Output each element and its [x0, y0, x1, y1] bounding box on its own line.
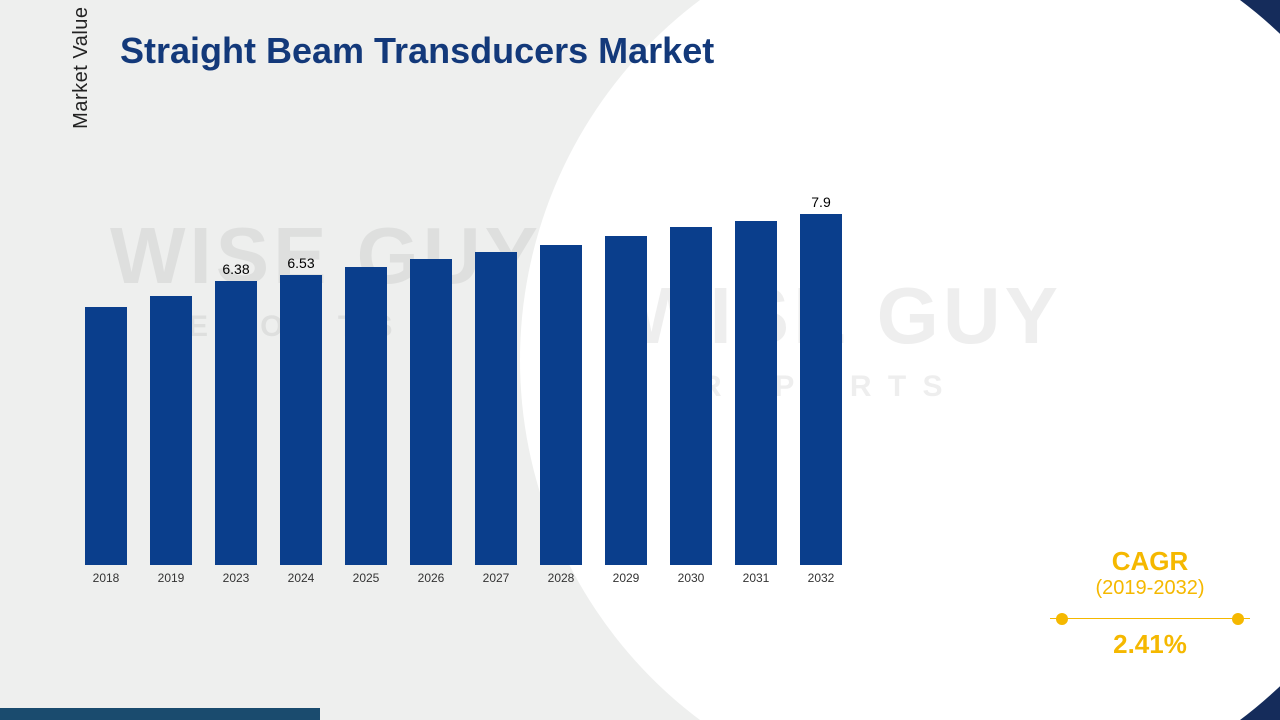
brand-logo: WISE GUY REPORTS: [956, 30, 1250, 92]
cagr-divider: [1050, 618, 1250, 619]
bar-wrap: 2026: [410, 259, 452, 565]
x-axis-label: 2032: [791, 571, 851, 585]
bars-container: 2018 2019 6.382023 6.532024 2025 2026 2027 2028…: [85, 165, 885, 565]
bar: [800, 214, 842, 565]
bar: [85, 307, 127, 565]
bar-wrap: 2025: [345, 267, 387, 565]
chart-title: Straight Beam Transducers Market: [120, 30, 714, 72]
x-axis-label: 2031: [726, 571, 786, 585]
bar: [215, 281, 257, 565]
x-axis-label: 2018: [76, 571, 136, 585]
x-axis-label: 2026: [401, 571, 461, 585]
x-axis-label: 2025: [336, 571, 396, 585]
y-axis-label: Market Value in USD Billion: [70, 0, 92, 129]
cagr-dot-right: [1232, 613, 1244, 625]
bar: [345, 267, 387, 565]
report-canvas: WISE GUY R E P O R T S WISE GUY R E P O …: [0, 0, 1280, 720]
cagr-title: CAGR: [1050, 546, 1250, 577]
cagr-dot-left: [1056, 613, 1068, 625]
bar-wrap: 7.92032: [800, 214, 842, 565]
x-axis-label: 2028: [531, 571, 591, 585]
bar-wrap: 6.382023: [215, 281, 257, 565]
x-axis-label: 2019: [141, 571, 201, 585]
bar-value-label: 7.9: [791, 194, 851, 210]
bar: [735, 221, 777, 565]
bar: [670, 227, 712, 565]
bar-value-label: 6.38: [206, 261, 266, 277]
bar-wrap: 6.532024: [280, 275, 322, 565]
cagr-range: (2019-2032): [1050, 577, 1250, 600]
x-axis-label: 2023: [206, 571, 266, 585]
bar-wrap: 2030: [670, 227, 712, 565]
bar: [280, 275, 322, 565]
cagr-box: CAGR (2019-2032) 2.41%: [1050, 546, 1250, 660]
bar-wrap: 2018: [85, 307, 127, 565]
bar-wrap: 2029: [605, 236, 647, 565]
x-axis-label: 2024: [271, 571, 331, 585]
x-axis-label: 2029: [596, 571, 656, 585]
bottom-accent-bar: [0, 708, 320, 720]
bar: [410, 259, 452, 565]
bar: [605, 236, 647, 565]
x-axis-label: 2030: [661, 571, 721, 585]
bar: [475, 252, 517, 565]
bar-wrap: 2031: [735, 221, 777, 565]
bar-wrap: 2028: [540, 245, 582, 565]
bar-wrap: 2027: [475, 252, 517, 565]
bar: [150, 296, 192, 565]
bar-wrap: 2019: [150, 296, 192, 565]
cagr-value: 2.41%: [1050, 629, 1250, 660]
bar-value-label: 6.53: [271, 255, 331, 271]
head-icon: [1180, 25, 1250, 115]
x-axis-label: 2027: [466, 571, 526, 585]
bar: [540, 245, 582, 565]
bar-chart: 2018 2019 6.382023 6.532024 2025 2026 2027 2028…: [85, 165, 885, 565]
